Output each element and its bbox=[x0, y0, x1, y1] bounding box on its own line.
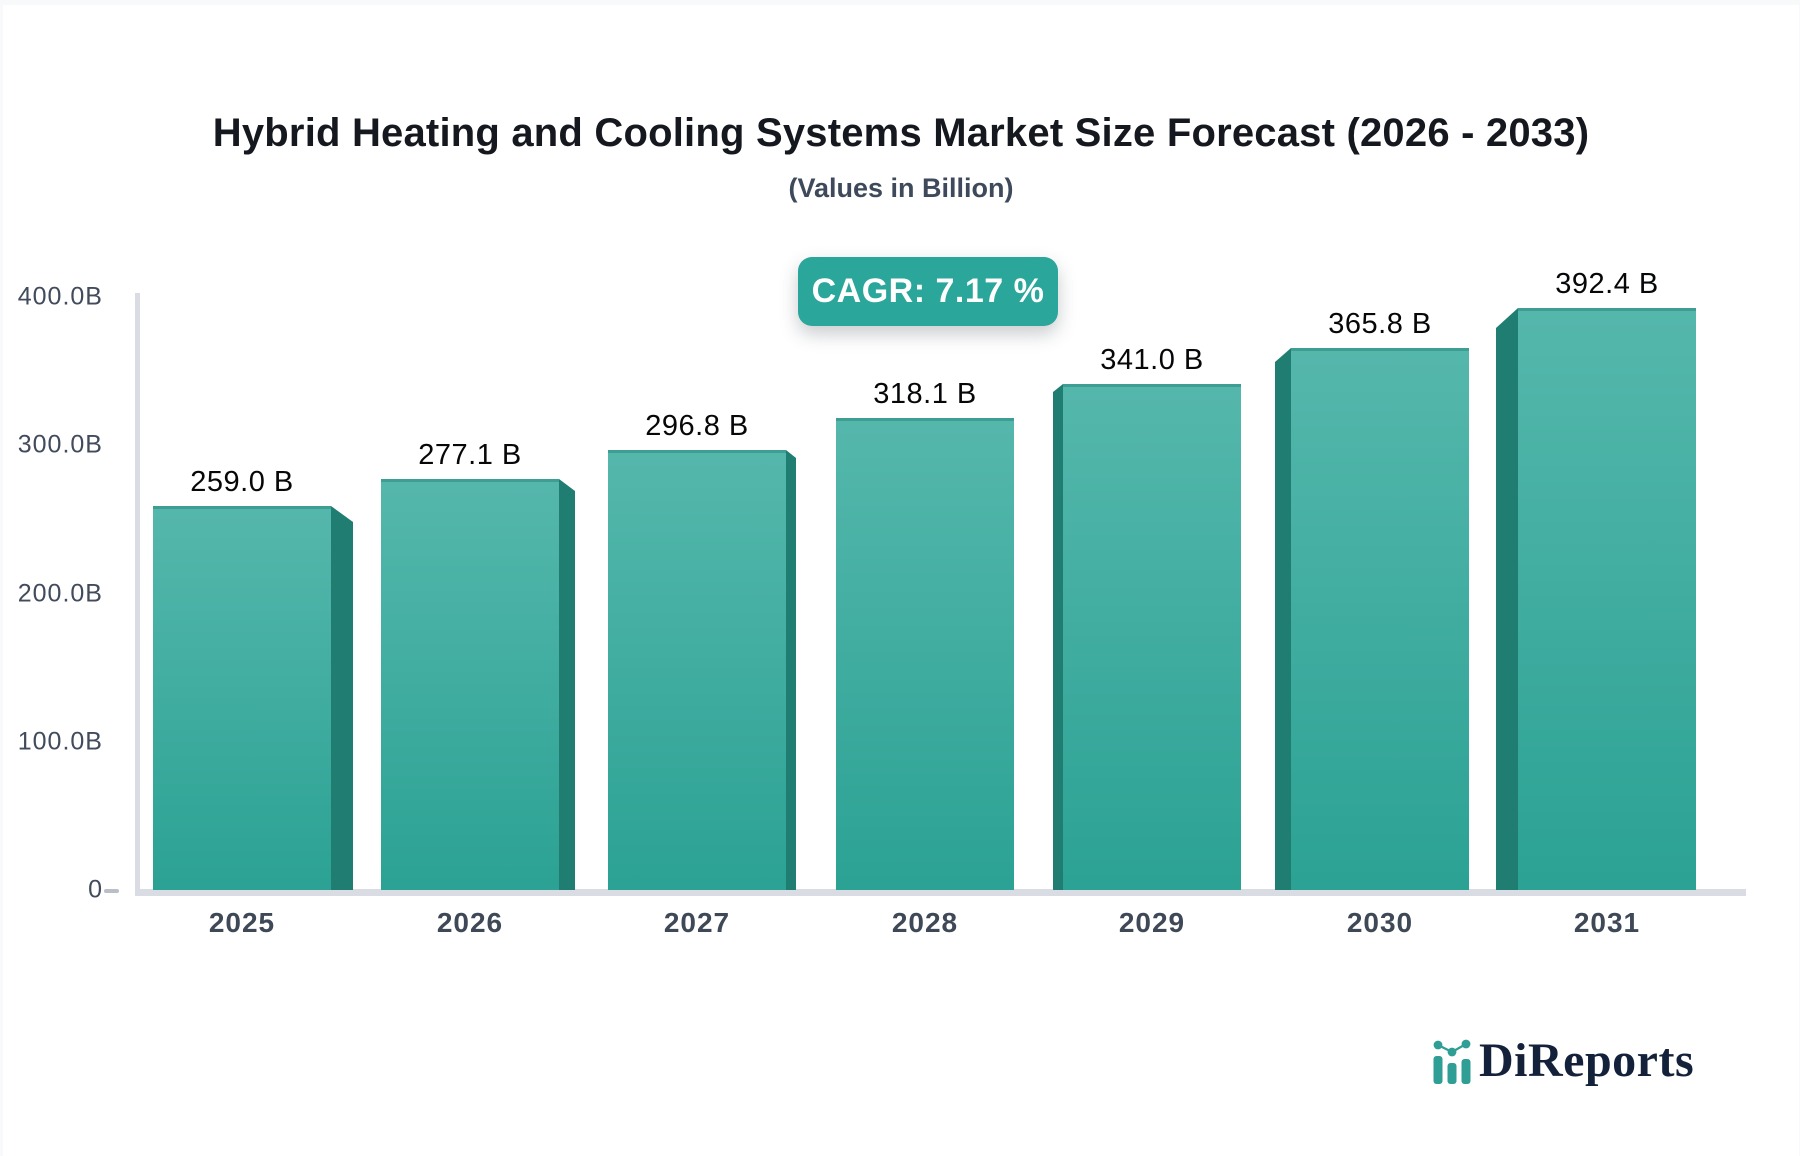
cagr-badge-label: CAGR: 7.17 % bbox=[811, 272, 1045, 310]
bar-value-label-2030: 365.8 B bbox=[1328, 308, 1432, 340]
chart-title: Hybrid Heating and Cooling Systems Marke… bbox=[212, 111, 1590, 155]
bar-value-label-2026: 277.1 B bbox=[418, 439, 522, 471]
y-axis-tick-label: 300.0B bbox=[17, 430, 103, 459]
y-axis-tick-label: 100.0B bbox=[17, 727, 103, 756]
logo-text: DiReports bbox=[1479, 1034, 1695, 1087]
bar-value-label-2025: 259.0 B bbox=[190, 466, 294, 498]
bar-side-face-2029 bbox=[1053, 384, 1063, 890]
chart-card: Hybrid Heating and Cooling Systems Marke… bbox=[3, 5, 1799, 1156]
bar-2028 bbox=[836, 418, 1014, 890]
bar-2029 bbox=[1063, 384, 1241, 890]
bar-side-face-2027 bbox=[786, 450, 796, 890]
zero-tick-mark bbox=[104, 889, 119, 893]
cagr-badge: CAGR: 7.17 % bbox=[798, 257, 1058, 326]
bar-2027 bbox=[608, 450, 786, 890]
y-axis-tick-label: 400.0B bbox=[17, 282, 103, 311]
y-axis-line bbox=[135, 293, 140, 891]
bar-2030 bbox=[1291, 348, 1469, 890]
chart-subtitle: (Values in Billion) bbox=[788, 173, 1014, 203]
x-axis-baseline bbox=[135, 889, 1746, 896]
bar-side-face-2031 bbox=[1496, 308, 1518, 890]
bar-2026 bbox=[381, 479, 559, 890]
y-axis-tick-label: 200.0B bbox=[17, 579, 103, 607]
x-axis-label-2025: 2025 bbox=[208, 907, 276, 938]
x-axis-label-2026: 2026 bbox=[436, 907, 504, 938]
x-axis-label-2028: 2028 bbox=[891, 907, 959, 938]
x-axis-label-2031: 2031 bbox=[1573, 907, 1641, 938]
bar-value-label-2031: 392.4 B bbox=[1555, 268, 1659, 300]
x-axis-label-2029: 2029 bbox=[1118, 907, 1186, 938]
y-axis-tick-label: 0 bbox=[88, 875, 103, 904]
brand-logo: DiReports bbox=[1431, 1033, 1694, 1088]
bar-side-face-2030 bbox=[1275, 348, 1291, 890]
bar-value-label-2027: 296.8 B bbox=[645, 410, 749, 442]
x-axis-label-2027: 2027 bbox=[663, 907, 731, 938]
mini-bar-line-chart-logo-icon bbox=[1433, 1039, 1471, 1084]
bar-side-face-2025 bbox=[331, 506, 353, 890]
bar-value-label-2029: 341.0 B bbox=[1100, 344, 1204, 376]
bar-value-label-2028: 318.1 B bbox=[873, 378, 977, 410]
bar-2025 bbox=[153, 506, 331, 890]
x-axis-label-2030: 2030 bbox=[1346, 907, 1414, 938]
bar-2031 bbox=[1518, 308, 1696, 890]
bar-side-face-2026 bbox=[559, 479, 575, 890]
